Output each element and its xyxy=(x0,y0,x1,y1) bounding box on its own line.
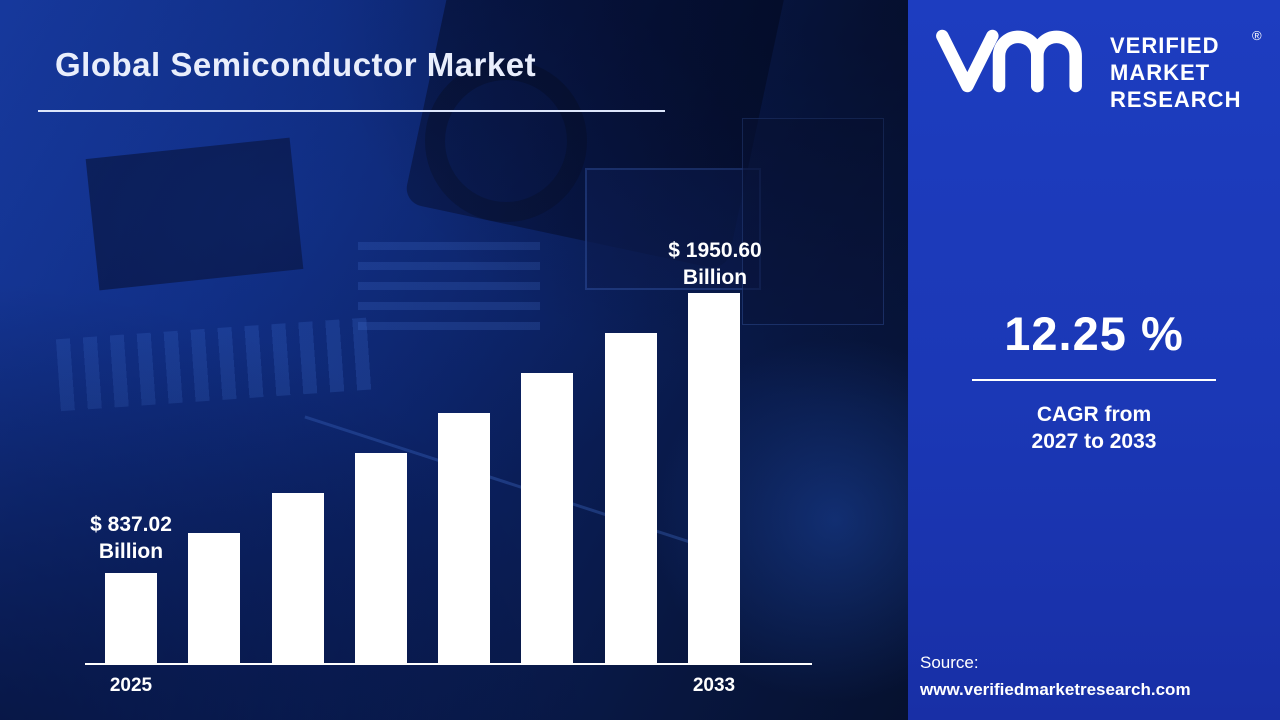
x-axis-label-2025: 2025 xyxy=(109,675,153,696)
brand-line-research: RESEARCH xyxy=(1110,87,1242,112)
cagr-caption: CAGR from 2027 to 2033 xyxy=(908,401,1280,455)
title-underline xyxy=(38,110,665,112)
x-axis-label-2033: 2033 xyxy=(692,675,736,696)
annotation-value: $ 837.02 xyxy=(90,513,172,536)
last-bar-value-annotation: $ 1950.60 Billion xyxy=(635,237,795,291)
cagr-caption-line1: CAGR from xyxy=(1036,403,1152,426)
circuit-decoration xyxy=(403,0,791,271)
bar-index-2 xyxy=(271,493,324,663)
first-bar-value-annotation: $ 837.02 Billion xyxy=(61,511,201,565)
circuit-decoration xyxy=(85,137,304,291)
source-label: Source: xyxy=(920,653,979,672)
source-url: www.verifiedmarketresearch.com xyxy=(920,680,1191,699)
bar-index-4 xyxy=(438,413,491,663)
bar-index-6 xyxy=(604,333,657,663)
bar-2025 xyxy=(105,573,157,663)
annotation-value: $ 1950.60 xyxy=(668,239,762,262)
annotation-unit: Billion xyxy=(682,266,748,289)
cagr-caption-line2: 2027 to 2033 xyxy=(1031,430,1157,453)
bar-index-5 xyxy=(521,373,574,663)
source-block: Source: www.verifiedmarketresearch.com xyxy=(920,653,1191,700)
cagr-value: 12.25 % xyxy=(1004,307,1184,360)
brand-name: VERIFIED MARKET RESEARCH xyxy=(1110,32,1241,113)
circuit-decoration xyxy=(425,60,587,222)
registered-trademark-icon: ® xyxy=(1252,28,1262,43)
x-axis-line xyxy=(85,663,812,665)
info-panel: VERIFIED MARKET RESEARCH ® 12.25 % CAGR … xyxy=(908,0,1280,720)
brand-line-verified: VERIFIED xyxy=(1110,33,1220,58)
bar-index-3 xyxy=(354,453,407,663)
vmr-brand: VERIFIED MARKET RESEARCH ® xyxy=(908,0,1280,140)
brand-line-market: MARKET xyxy=(1110,60,1211,85)
page-title: Global Semiconductor Market xyxy=(55,46,537,83)
annotation-unit: Billion xyxy=(98,540,164,563)
bar-series xyxy=(105,293,740,663)
cagr-block: 12.25 % CAGR from 2027 to 2033 xyxy=(908,306,1280,455)
cagr-underline xyxy=(972,379,1216,381)
vmr-monogram-icon xyxy=(936,29,1082,93)
circuit-decoration xyxy=(742,118,884,325)
bar-2033 xyxy=(687,293,740,663)
